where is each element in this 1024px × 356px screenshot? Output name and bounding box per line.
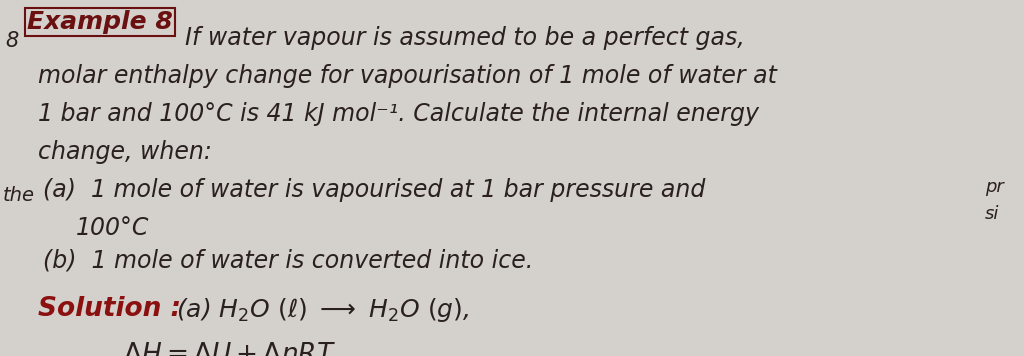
Text: (a) H$_2$O $(\ell)$ $\longrightarrow$ H$_2$O $(g)$,: (a) H$_2$O $(\ell)$ $\longrightarrow$ H$… bbox=[176, 296, 469, 324]
Text: Solution :: Solution : bbox=[38, 296, 181, 322]
Text: change, when:: change, when: bbox=[38, 140, 212, 164]
Text: pr: pr bbox=[985, 178, 1004, 196]
Text: si: si bbox=[985, 205, 999, 222]
Text: molar enthalpy change for vapourisation of 1 mole of water at: molar enthalpy change for vapourisation … bbox=[38, 64, 777, 88]
Text: $\Delta H = \Delta U + \Delta nRT$: $\Delta H = \Delta U + \Delta nRT$ bbox=[123, 342, 336, 356]
Text: 8: 8 bbox=[5, 31, 18, 51]
Text: 1 bar and 100°C is 41 kJ mol⁻¹. Calculate the internal energy: 1 bar and 100°C is 41 kJ mol⁻¹. Calculat… bbox=[38, 102, 759, 126]
Text: the: the bbox=[3, 185, 35, 205]
Text: (b)  1 mole of water is converted into ice.: (b) 1 mole of water is converted into ic… bbox=[43, 248, 534, 272]
Text: (a)  1 mole of water is vapourised at 1 bar pressure and: (a) 1 mole of water is vapourised at 1 b… bbox=[43, 178, 706, 202]
Text: If water vapour is assumed to be a perfect gas,: If water vapour is assumed to be a perfe… bbox=[185, 26, 744, 50]
Text: Example 8: Example 8 bbox=[27, 10, 173, 34]
Text: 100°C: 100°C bbox=[76, 216, 150, 240]
